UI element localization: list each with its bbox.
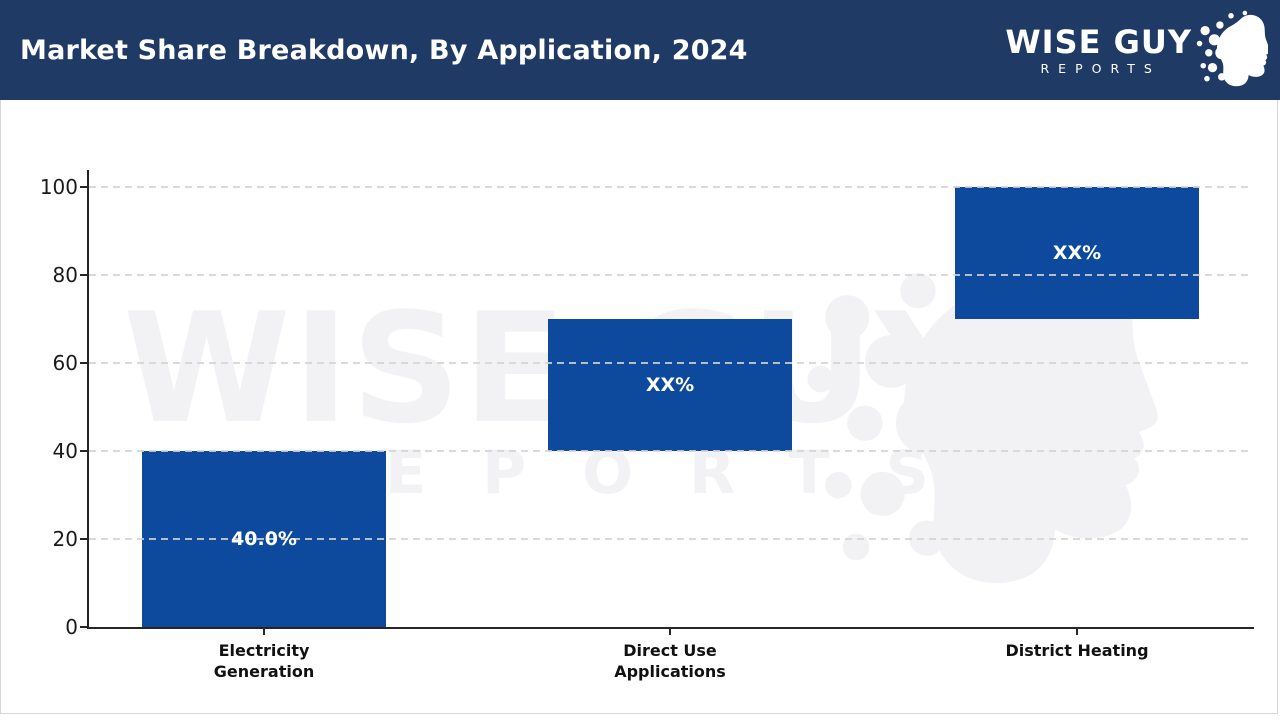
wise-guy-logo: WISE GUY REPORTS [1005, 6, 1268, 94]
x-tick-mark [263, 628, 265, 635]
gridline [89, 186, 1253, 188]
bar-segment [548, 319, 792, 451]
y-tick-mark [80, 626, 88, 628]
y-tick-mark [80, 274, 88, 276]
y-tick-label: 100 [39, 175, 78, 199]
logo-text-wise-guy: WISE GUY [1005, 22, 1192, 61]
y-tick-label: 40 [52, 439, 78, 463]
y-tick-mark [80, 450, 88, 452]
header: Market Share Breakdown, By Application, … [0, 0, 1280, 100]
y-tick-label: 0 [65, 615, 78, 639]
y-tick-mark [80, 362, 88, 364]
logo-wordmark: WISE GUY REPORTS [1005, 25, 1192, 76]
bar-value-label: 40.0% [231, 528, 297, 550]
gridline [89, 362, 1253, 364]
gridline [89, 450, 1253, 452]
y-tick-label: 20 [52, 527, 78, 551]
y-tick-label: 80 [52, 263, 78, 287]
bar-value-label: XX% [1052, 242, 1102, 264]
x-category-label: Direct Use Applications [614, 641, 726, 681]
logo-text-reports: REPORTS [1040, 60, 1161, 76]
x-axis-line [87, 627, 1254, 629]
y-axis-line [87, 170, 89, 629]
gridline [89, 538, 1253, 540]
x-tick-mark [669, 628, 671, 635]
bar-value-label: XX% [645, 374, 695, 396]
y-tick-mark [80, 186, 88, 188]
logo-face-icon [1196, 10, 1268, 87]
y-tick-label: 60 [52, 351, 78, 375]
y-tick-mark [80, 538, 88, 540]
x-tick-mark [1076, 628, 1078, 635]
x-category-label: Electricity Generation [213, 641, 315, 681]
page-title: Market Share Breakdown, By Application, … [20, 34, 748, 66]
x-category-label: District Heating [1005, 641, 1149, 660]
gridline [89, 274, 1253, 276]
